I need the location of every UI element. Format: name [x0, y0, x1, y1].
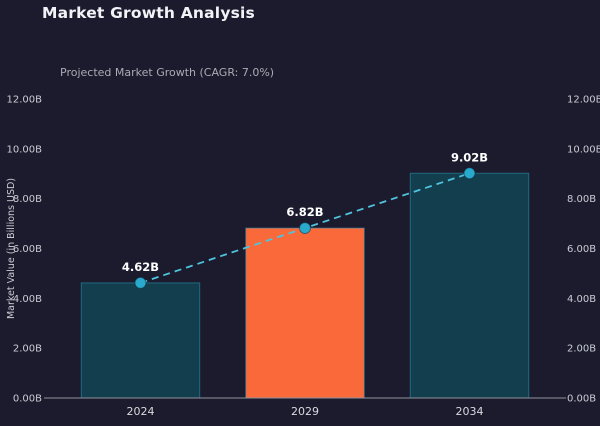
y-tick-left: 8.00B: [13, 194, 42, 205]
x-tick-2024: 2024: [126, 405, 154, 418]
y-tick-left: 12.00B: [7, 95, 43, 106]
marker-2034: [463, 167, 476, 180]
value-label-2024: 4.62B: [122, 260, 159, 274]
y-tick-left: 2.00B: [13, 344, 42, 355]
y-tick-right: 0.00B: [567, 394, 596, 405]
bar-2029: [245, 227, 365, 399]
y-tick-right: 8.00B: [567, 194, 596, 205]
y-tick-right: 6.00B: [567, 244, 596, 255]
marker-2029: [299, 222, 311, 235]
y-tick-left: 10.00B: [7, 144, 43, 155]
y-tick-left: 4.00B: [13, 294, 42, 305]
y-tick-right: 10.00B: [567, 144, 600, 155]
chart-subtitle: Projected Market Growth (CAGR: 7.0%): [60, 66, 275, 79]
chart-title: Market Growth Analysis: [42, 4, 255, 22]
value-label-2034: 9.02B: [451, 150, 488, 164]
bar-2024: [80, 282, 201, 399]
y-tick-right: 2.00B: [567, 344, 596, 355]
y-tick-right: 12.00B: [567, 95, 600, 106]
y-axis-title: Market Value (in Billions USD): [6, 178, 17, 319]
marker-2024: [134, 276, 147, 289]
x-tick-2029: 2029: [291, 405, 319, 418]
y-tick-left: 0.00B: [13, 394, 42, 405]
y-tick-left: 6.00B: [13, 244, 42, 255]
x-tick-2034: 2034: [456, 405, 484, 418]
y-tick-right: 4.00B: [567, 294, 596, 305]
value-label-2029: 6.82B: [286, 205, 323, 219]
bar-2034: [409, 172, 530, 399]
